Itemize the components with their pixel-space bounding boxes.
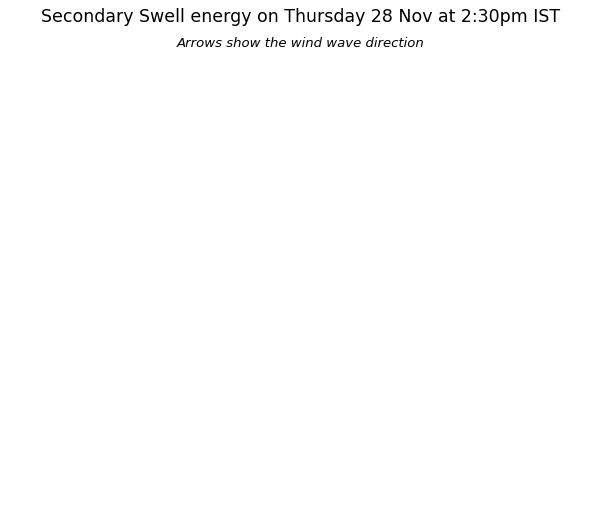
Text: cartopy required: cartopy required xyxy=(219,274,382,293)
Text: Arrows show the wind wave direction: Arrows show the wind wave direction xyxy=(177,37,424,50)
Text: Secondary Swell energy on Thursday 28 Nov at 2:30pm IST: Secondary Swell energy on Thursday 28 No… xyxy=(41,8,560,26)
